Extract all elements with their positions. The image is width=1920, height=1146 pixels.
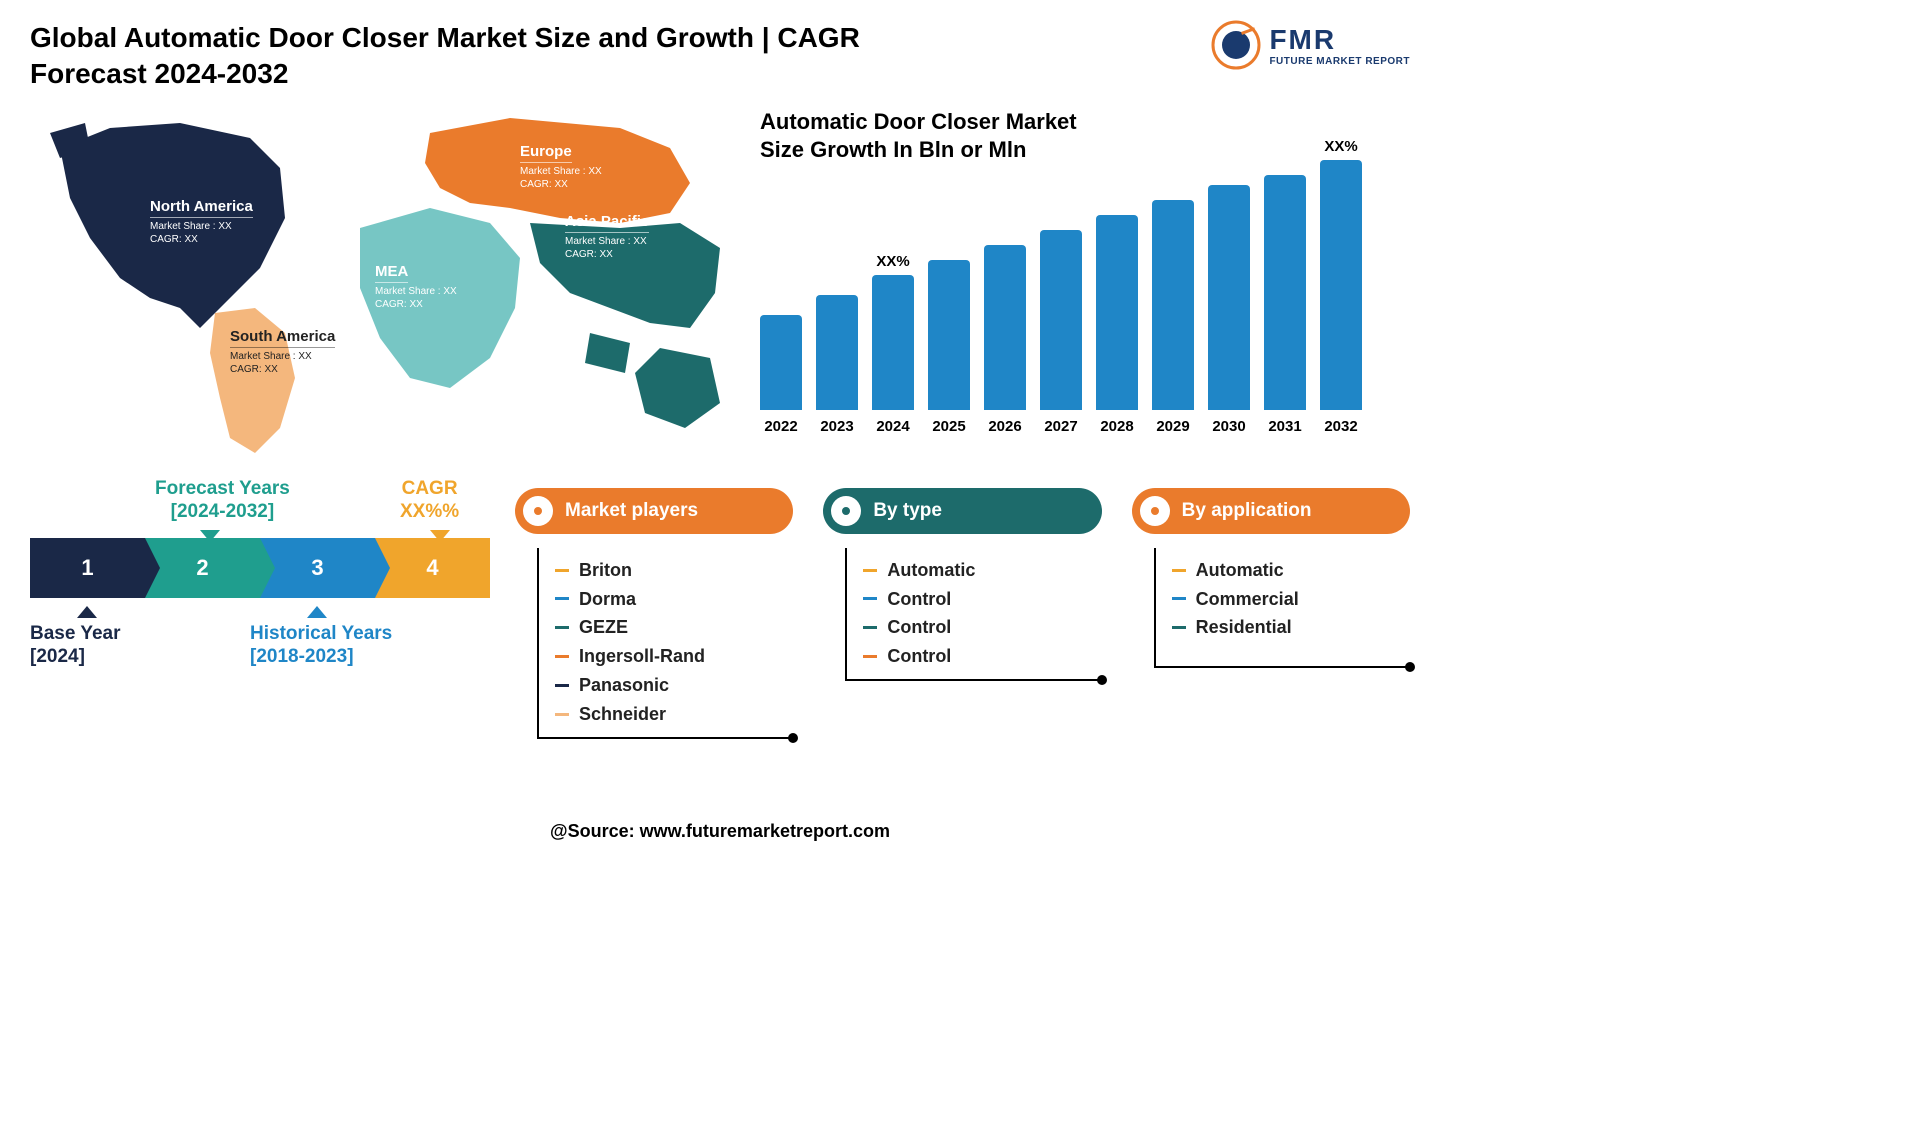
region-label-eu: EuropeMarket Share : XXCAGR: XX bbox=[520, 143, 602, 191]
hist-label: Historical Years [2018-2023] bbox=[250, 623, 392, 669]
bar-2031: 2031 bbox=[1264, 175, 1306, 435]
region-label-sa: South AmericaMarket Share : XXCAGR: XX bbox=[230, 328, 335, 376]
pill-dot-icon: .pill-col:nth-child(3) .pill-dot::after{… bbox=[1140, 496, 1170, 526]
timeline-bar: 1234 bbox=[30, 538, 490, 598]
pill-header: .pill-col:nth-child(2) .pill-dot::after{… bbox=[823, 488, 1101, 534]
timeline-seg-2: 2 bbox=[145, 538, 260, 598]
timeline-seg-4: 4 bbox=[375, 538, 490, 598]
pill-item: Dorma bbox=[555, 585, 793, 614]
bar-2024: XX%2024 bbox=[872, 275, 914, 435]
region-label-na: North AmericaMarket Share : XXCAGR: XX bbox=[150, 198, 253, 246]
pill-columns: .pill-col:nth-child(1) .pill-dot::after{… bbox=[515, 488, 1410, 739]
cagr-label: CAGR XX%% bbox=[400, 478, 459, 524]
pill-body: AutomaticControlControlControl bbox=[845, 548, 1101, 681]
pill-item: Schneider bbox=[555, 700, 793, 729]
pill-item: Panasonic bbox=[555, 671, 793, 700]
bar-2029: 2029 bbox=[1152, 200, 1194, 435]
pill-dot-icon: .pill-col:nth-child(2) .pill-dot::after{… bbox=[831, 496, 861, 526]
chart-title: Automatic Door Closer Market Size Growth… bbox=[760, 108, 1080, 165]
base-pointer-icon bbox=[77, 606, 97, 618]
hist-range: [2018-2023] bbox=[250, 646, 392, 669]
cagr-value: XX%% bbox=[400, 501, 459, 524]
region-label-mea: MEAMarket Share : XXCAGR: XX bbox=[375, 263, 457, 311]
forecast-label: Forecast Years [2024-2032] bbox=[155, 478, 290, 524]
pill-header: .pill-col:nth-child(1) .pill-dot::after{… bbox=[515, 488, 793, 534]
pill-col-2: .pill-col:nth-child(3) .pill-dot::after{… bbox=[1132, 488, 1410, 739]
bar-2027: 2027 bbox=[1040, 230, 1082, 435]
pill-item: Ingersoll-Rand bbox=[555, 642, 793, 671]
pill-item: Commercial bbox=[1172, 585, 1410, 614]
pill-dot-icon: .pill-col:nth-child(1) .pill-dot::after{… bbox=[523, 496, 553, 526]
bar-2030: 2030 bbox=[1208, 185, 1250, 435]
timeline-seg-3: 3 bbox=[260, 538, 375, 598]
bar-2022: 2022 bbox=[760, 315, 802, 435]
timeline: Forecast Years [2024-2032] CAGR XX%% 123… bbox=[30, 488, 490, 598]
base-title: Base Year bbox=[30, 623, 121, 646]
hist-pointer-icon bbox=[307, 606, 327, 618]
bar-2028: 2028 bbox=[1096, 215, 1138, 435]
source-attribution: @Source: www.futuremarketreport.com bbox=[550, 821, 890, 842]
pill-title: By application bbox=[1182, 500, 1312, 522]
pill-item: Control bbox=[863, 642, 1101, 671]
pill-title: By type bbox=[873, 500, 942, 522]
logo-text-sub: FUTURE MARKET REPORT bbox=[1269, 56, 1410, 67]
forecast-title: Forecast Years bbox=[155, 478, 290, 501]
pill-col-0: .pill-col:nth-child(1) .pill-dot::after{… bbox=[515, 488, 793, 739]
bar-2032: XX%2032 bbox=[1320, 160, 1362, 435]
logo-icon bbox=[1211, 20, 1261, 70]
pill-col-1: .pill-col:nth-child(2) .pill-dot::after{… bbox=[823, 488, 1101, 739]
pill-item: GEZE bbox=[555, 613, 793, 642]
bar-2025: 2025 bbox=[928, 260, 970, 435]
pill-item: Control bbox=[863, 613, 1101, 642]
chart-bars: 20222023XX%20242025202620272028202920302… bbox=[760, 185, 1410, 435]
base-label: Base Year [2024] bbox=[30, 623, 121, 669]
bar-2026: 2026 bbox=[984, 245, 1026, 435]
page-title: Global Automatic Door Closer Market Size… bbox=[30, 20, 930, 93]
pill-item: Briton bbox=[555, 556, 793, 585]
pill-item: Residential bbox=[1172, 613, 1410, 642]
base-range: [2024] bbox=[30, 646, 121, 669]
pill-body: BritonDormaGEZEIngersoll-RandPanasonicSc… bbox=[537, 548, 793, 739]
pill-item: Control bbox=[863, 585, 1101, 614]
pill-item: Automatic bbox=[863, 556, 1101, 585]
bar-chart: Automatic Door Closer Market Size Growth… bbox=[760, 108, 1410, 458]
pill-title: Market players bbox=[565, 500, 698, 522]
pill-item: Automatic bbox=[1172, 556, 1410, 585]
region-label-ap: Asia PacificMarket Share : XXCAGR: XX bbox=[565, 213, 649, 261]
brand-logo: FMR FUTURE MARKET REPORT bbox=[1211, 20, 1410, 70]
cagr-title: CAGR bbox=[400, 478, 459, 501]
bar-2023: 2023 bbox=[816, 295, 858, 435]
forecast-range: [2024-2032] bbox=[155, 501, 290, 524]
logo-text-main: FMR bbox=[1269, 24, 1410, 56]
world-map: North AmericaMarket Share : XXCAGR: XX So… bbox=[30, 108, 730, 458]
pill-header: .pill-col:nth-child(3) .pill-dot::after{… bbox=[1132, 488, 1410, 534]
pill-body: AutomaticCommercialResidential bbox=[1154, 548, 1410, 668]
hist-title: Historical Years bbox=[250, 623, 392, 646]
timeline-seg-1: 1 bbox=[30, 538, 145, 598]
